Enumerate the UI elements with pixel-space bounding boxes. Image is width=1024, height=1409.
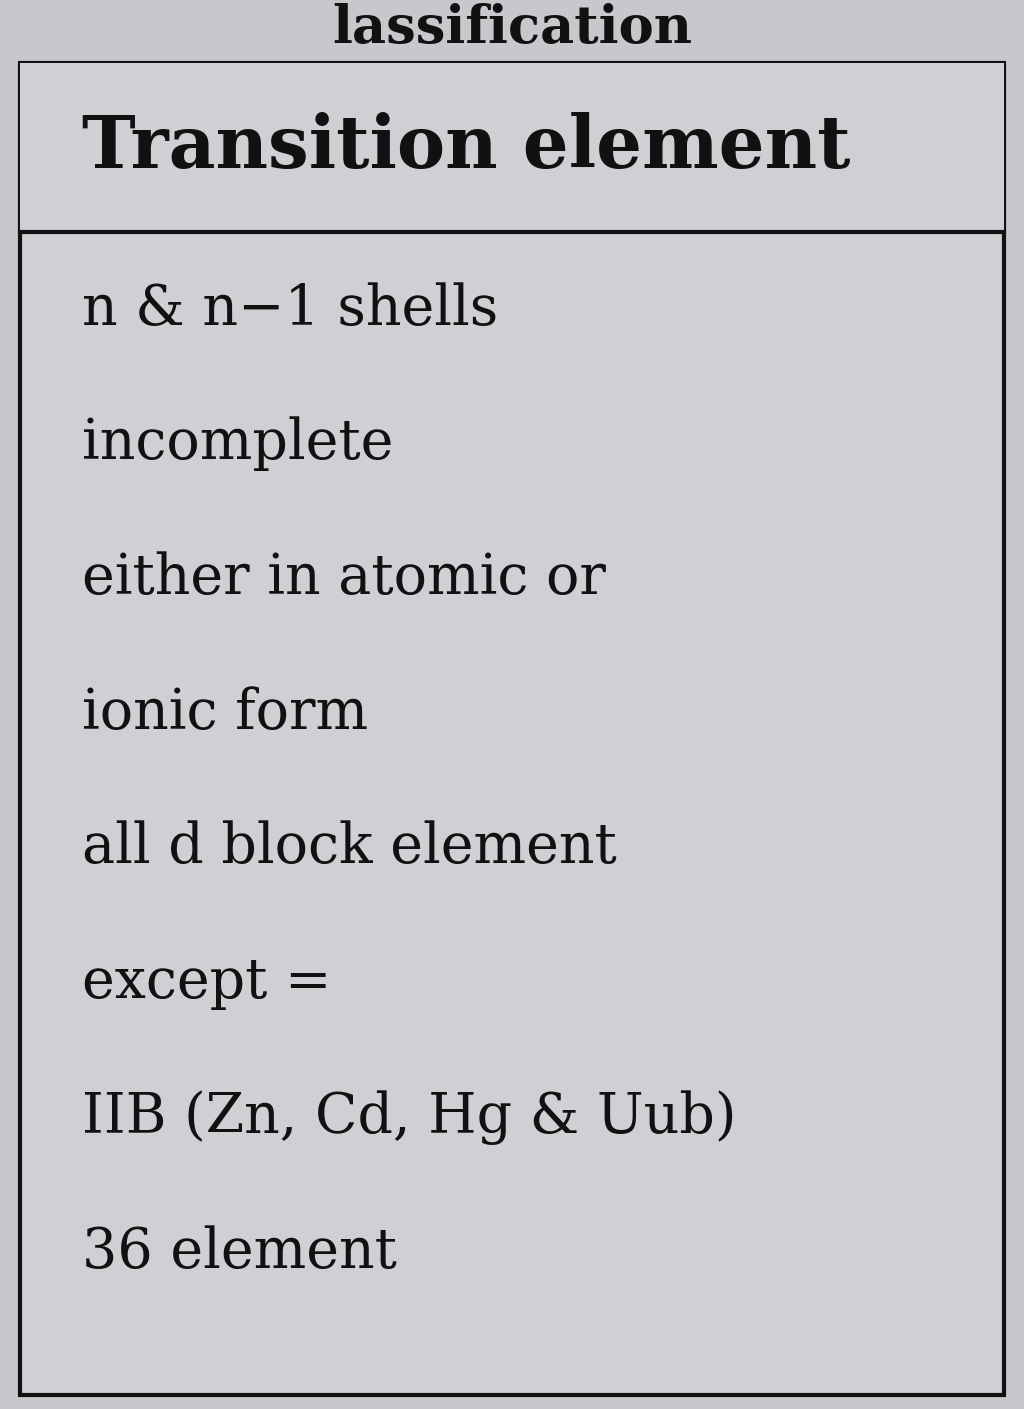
Text: n & n−1 shells: n & n−1 shells (82, 282, 498, 337)
Text: incomplete: incomplete (82, 417, 393, 471)
Text: Transition element: Transition element (82, 113, 850, 183)
Text: all d block element: all d block element (82, 820, 616, 875)
Text: either in atomic or: either in atomic or (82, 551, 606, 606)
Text: except =: except = (82, 955, 332, 1010)
Bar (20, 63, 1004, 232)
Bar (0, 0, 1024, 63)
Text: ionic form: ionic form (82, 686, 368, 741)
Text: 36 element: 36 element (82, 1224, 396, 1279)
Text: IIB (Zn, Cd, Hg & Uub): IIB (Zn, Cd, Hg & Uub) (82, 1091, 736, 1146)
Text: lassification: lassification (332, 3, 692, 54)
